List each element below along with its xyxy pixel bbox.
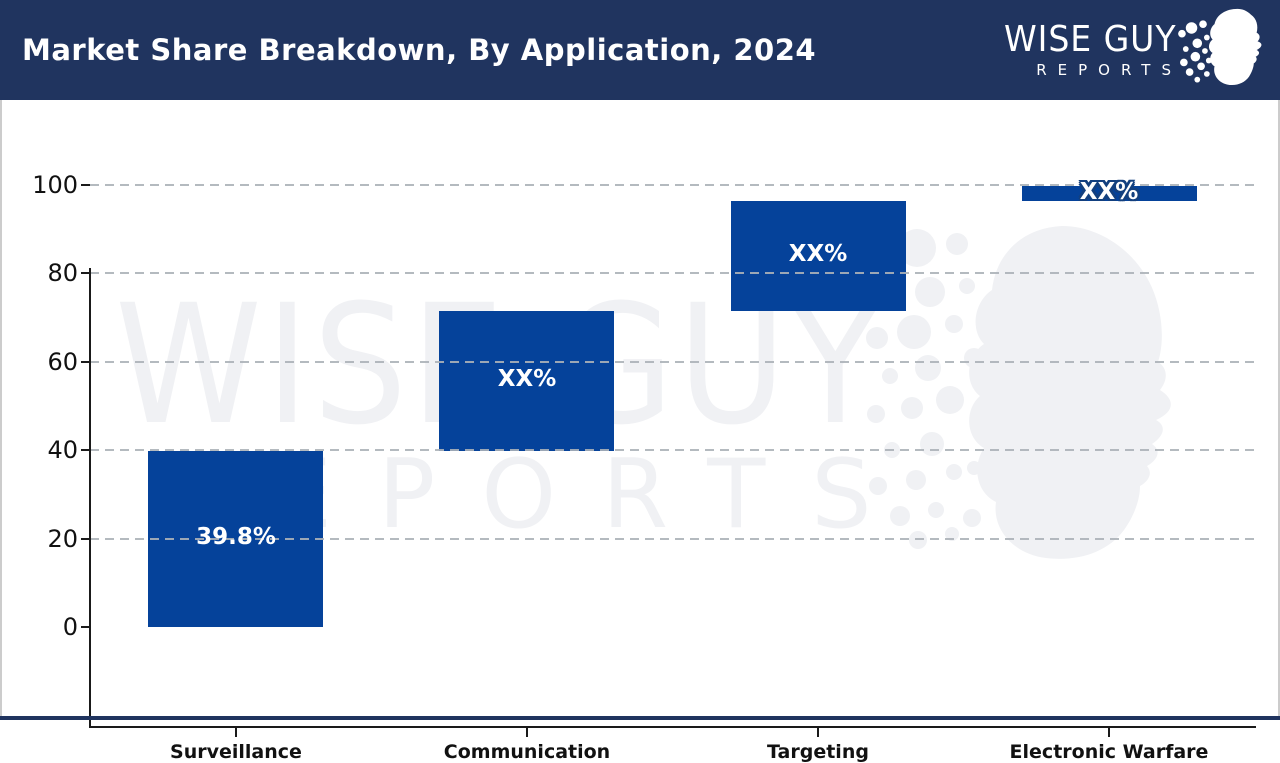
bar-value-label-communication: XX% — [497, 366, 557, 392]
y-tick-80 — [81, 272, 90, 274]
logo-wordmark: WISE GUY REPORTS — [989, 18, 1177, 79]
y-tick-label-100: 100 — [32, 171, 78, 199]
bottom-accent-strip — [0, 716, 1280, 720]
y-axis-line — [89, 268, 91, 728]
bar-communication — [439, 311, 614, 451]
logo-wordmark-line2: REPORTS — [1036, 60, 1182, 79]
x-axis-label-targeting: Targeting — [767, 741, 869, 763]
bar-value-label-surveillance: 39.8% — [196, 524, 276, 550]
page-title: Market Share Breakdown, By Application, … — [22, 33, 817, 67]
x-tick-surveillance — [235, 728, 237, 737]
y-tick-label-20: 20 — [47, 525, 78, 553]
gridline-80 — [90, 272, 1255, 274]
gridline-40 — [90, 449, 1255, 451]
y-tick-100 — [81, 184, 90, 186]
y-tick-20 — [81, 538, 90, 540]
x-tick-electronic-warfare — [1108, 728, 1110, 737]
gridline-60 — [90, 361, 1255, 363]
x-axis-label-surveillance: Surveillance — [170, 741, 302, 763]
y-tick-label-80: 80 — [47, 259, 78, 287]
bar-electronic-warfare — [1022, 186, 1197, 201]
bar-value-label-targeting: XX% — [788, 241, 848, 267]
x-tick-targeting — [817, 728, 819, 737]
bar-targeting — [731, 201, 906, 311]
x-axis-line — [89, 726, 1256, 728]
logo-wordmark-line1: WISE GUY — [1003, 18, 1176, 60]
y-tick-60 — [81, 361, 90, 363]
y-tick-40 — [81, 449, 90, 451]
gridline-20 — [90, 538, 1255, 540]
watermark-face-icon — [866, 226, 1171, 559]
y-tick-0 — [81, 626, 90, 628]
y-tick-label-40: 40 — [47, 436, 78, 464]
x-axis-label-electronic-warfare: Electronic Warfare — [1009, 741, 1209, 763]
logo: WISE GUY REPORTS — [989, 0, 1275, 100]
x-axis-label-communication: Communication — [443, 741, 611, 763]
y-tick-label-0: 0 — [62, 613, 78, 641]
x-tick-communication — [526, 728, 528, 737]
y-tick-label-60: 60 — [47, 348, 78, 376]
gridline-100 — [90, 184, 1255, 186]
bar-value-label-electronic-warfare: XX% — [1079, 179, 1139, 205]
logo-face-icon — [1178, 8, 1262, 86]
header-bar: Market Share Breakdown, By Application, … — [0, 0, 1280, 100]
